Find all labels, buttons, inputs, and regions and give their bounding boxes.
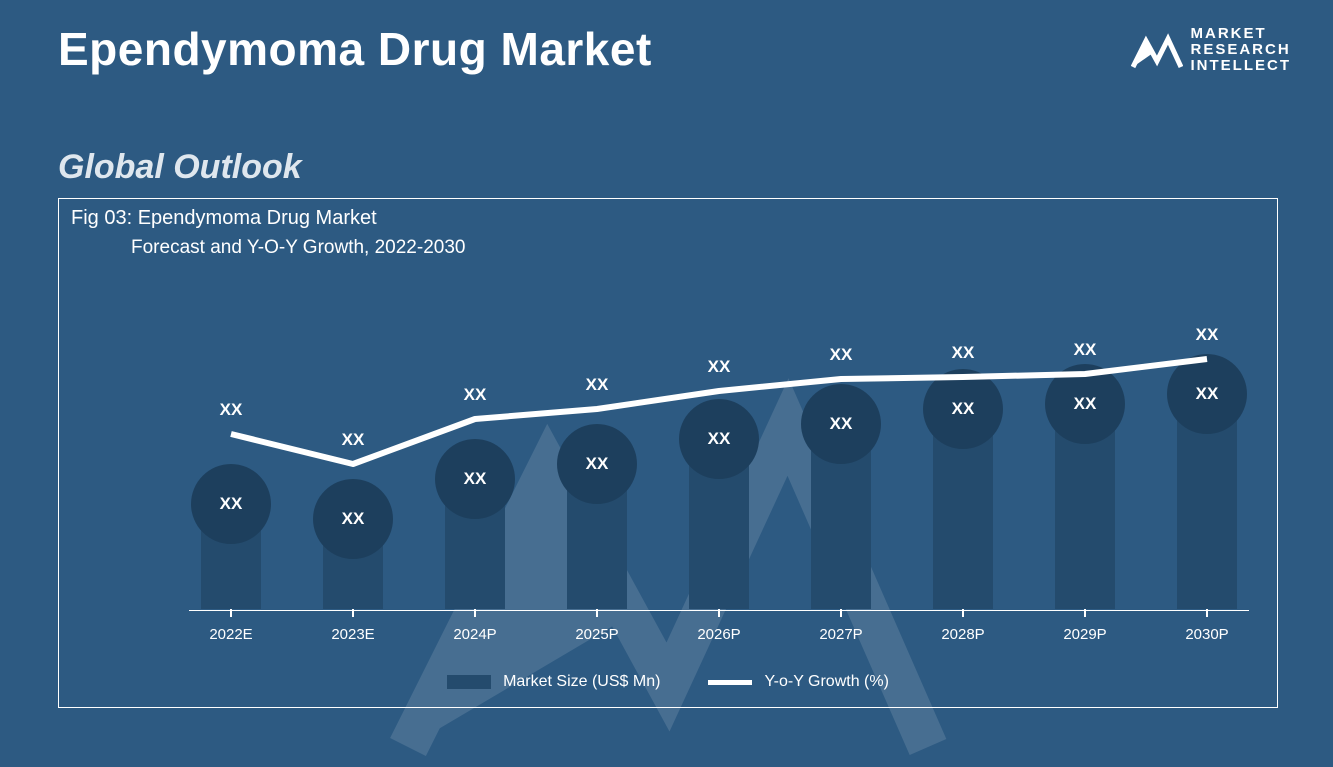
- legend-line-label: Y-o-Y Growth (%): [764, 673, 888, 691]
- x-tick: [1165, 609, 1249, 617]
- x-axis-label: 2024P: [433, 626, 517, 643]
- legend-line-swatch: [708, 680, 752, 685]
- x-axis-label: 2022E: [189, 626, 273, 643]
- x-axis-label: 2025P: [555, 626, 639, 643]
- logo-mark-icon: [1131, 27, 1183, 73]
- bar-slot: XXXX: [311, 479, 395, 609]
- figure-label: Fig 03: Ependymoma Drug Market: [71, 207, 377, 230]
- logo-text-1: MARKET: [1191, 26, 1292, 42]
- bar-slot: XXXX: [799, 384, 883, 609]
- line-value-label: XX: [708, 357, 731, 377]
- legend-bar-swatch: [447, 675, 491, 689]
- bar-value-cap: XX: [557, 424, 637, 504]
- brand-logo: MARKET RESEARCH INTELLECT: [1131, 26, 1292, 73]
- x-tick: [1043, 609, 1127, 617]
- bar-value-cap: XX: [801, 384, 881, 464]
- bar-value-cap: XX: [1167, 354, 1247, 434]
- line-value-label: XX: [952, 343, 975, 363]
- subtitle: Global Outlook: [58, 148, 302, 187]
- bar-slot: XXXX: [433, 439, 517, 609]
- bar-slot: XXXX: [1043, 364, 1127, 609]
- x-tick: [433, 609, 517, 617]
- line-value-label: XX: [1074, 340, 1097, 360]
- legend: Market Size (US$ Mn) Y-o-Y Growth (%): [59, 673, 1277, 691]
- x-axis-label: 2027P: [799, 626, 883, 643]
- bar-value-cap: XX: [435, 439, 515, 519]
- line-value-label: XX: [342, 430, 365, 450]
- bar-value-cap: XX: [679, 399, 759, 479]
- x-tick: [799, 609, 883, 617]
- figure-sublabel: Forecast and Y-O-Y Growth, 2022-2030: [131, 237, 465, 259]
- bar-value-cap: XX: [1045, 364, 1125, 444]
- line-value-label: XX: [1196, 325, 1219, 345]
- logo-text-2: RESEARCH: [1191, 42, 1292, 58]
- line-value-label: XX: [464, 385, 487, 405]
- x-axis-label: 2028P: [921, 626, 1005, 643]
- bar-slot: XXXX: [921, 369, 1005, 609]
- line-value-label: XX: [586, 375, 609, 395]
- legend-bar-label: Market Size (US$ Mn): [503, 673, 660, 691]
- bar-slot: XXXX: [189, 464, 273, 609]
- x-axis-label: 2029P: [1043, 626, 1127, 643]
- x-tick: [921, 609, 1005, 617]
- x-tick: [555, 609, 639, 617]
- bar-value-cap: XX: [313, 479, 393, 559]
- legend-item-bar: Market Size (US$ Mn): [447, 673, 660, 691]
- bar-slot: XXXX: [677, 399, 761, 609]
- bar-slot: XXXX: [1165, 354, 1249, 609]
- page-title: Ependymoma Drug Market: [58, 22, 652, 76]
- x-tick: [677, 609, 761, 617]
- bar-value-cap: XX: [923, 369, 1003, 449]
- x-tick: [311, 609, 395, 617]
- logo-text-3: INTELLECT: [1191, 58, 1292, 74]
- x-axis-label: 2026P: [677, 626, 761, 643]
- bar-value-cap: XX: [191, 464, 271, 544]
- bar-slot: XXXX: [555, 424, 639, 609]
- chart-container: Fig 03: Ependymoma Drug Market Forecast …: [58, 198, 1278, 708]
- plot-area: XXXXXXXXXXXXXXXXXXXXXXXXXXXXXXXXXXXX 202…: [189, 279, 1249, 609]
- x-tick: [189, 609, 273, 617]
- x-axis-label: 2030P: [1165, 626, 1249, 643]
- line-value-label: XX: [220, 400, 243, 420]
- line-value-label: XX: [830, 345, 853, 365]
- legend-item-line: Y-o-Y Growth (%): [708, 673, 888, 691]
- x-axis-label: 2023E: [311, 626, 395, 643]
